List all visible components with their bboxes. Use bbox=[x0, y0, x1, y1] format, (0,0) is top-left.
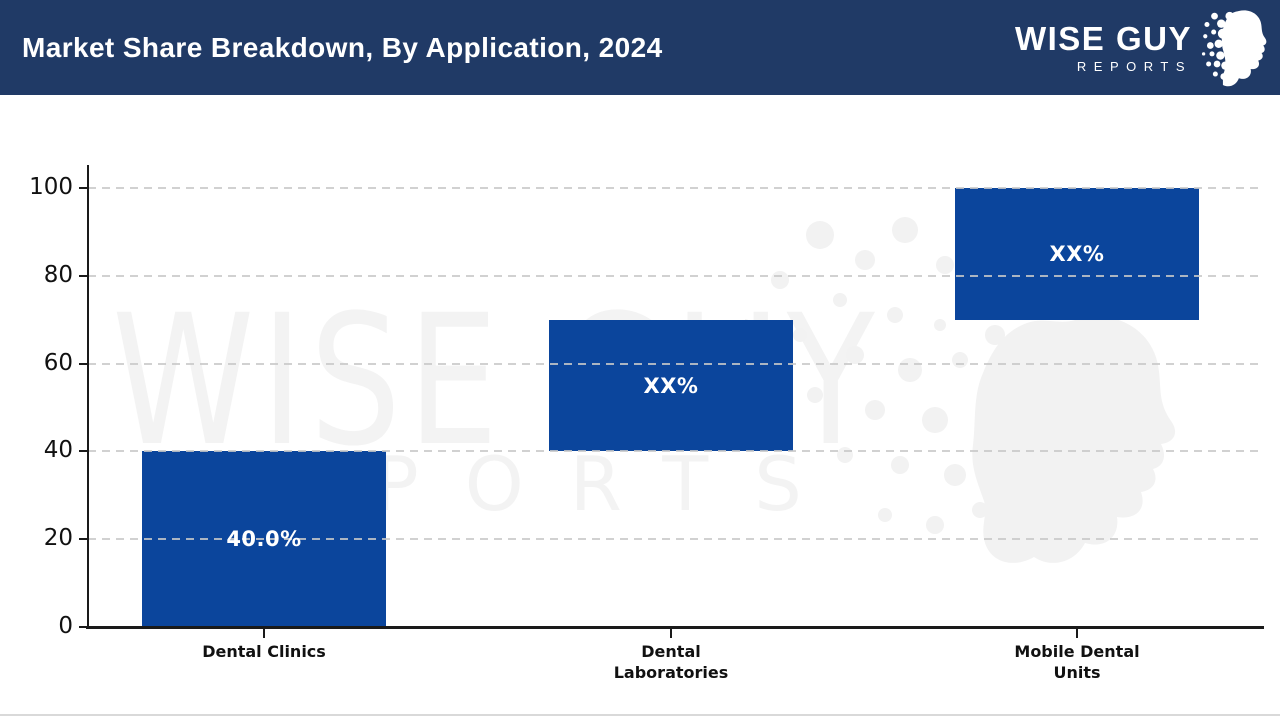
category-label: Dental Clinics bbox=[202, 642, 326, 661]
gridline bbox=[88, 450, 1262, 453]
y-tick-mark bbox=[79, 538, 88, 541]
bar-value-label: 40.0% bbox=[226, 527, 302, 552]
x-tick-mark bbox=[1076, 629, 1078, 638]
y-axis-line bbox=[87, 165, 89, 628]
y-tick-mark bbox=[79, 626, 88, 628]
x-tick-mark bbox=[263, 629, 265, 638]
y-tick-label: 60 bbox=[43, 349, 73, 376]
y-tick-label: 40 bbox=[43, 437, 73, 464]
bar-value-label: XX% bbox=[1049, 241, 1105, 266]
y-tick-mark bbox=[79, 450, 88, 453]
bar bbox=[955, 188, 1199, 320]
bar-value-label: XX% bbox=[643, 373, 699, 398]
gridline bbox=[88, 274, 1262, 277]
y-tick-label: 80 bbox=[43, 261, 73, 288]
page-title: Market Share Breakdown, By Application, … bbox=[22, 31, 663, 63]
brand-name: WISE GUY bbox=[1014, 19, 1192, 57]
gridline bbox=[88, 362, 1262, 365]
brand-subname: REPORTS bbox=[1076, 58, 1192, 74]
gridline bbox=[88, 187, 1262, 189]
y-tick-label: 0 bbox=[58, 612, 73, 639]
y-tick-mark bbox=[79, 274, 88, 277]
header-bar: Market Share Breakdown, By Application, … bbox=[0, 0, 1280, 95]
brand-logo: WISE GUY REPORTS bbox=[1015, 6, 1280, 90]
y-tick-mark bbox=[79, 362, 88, 365]
gridline bbox=[88, 538, 1262, 541]
brand-logo-text: WISE GUY REPORTS bbox=[1015, 22, 1192, 74]
category-label: Mobile Dental Units bbox=[1014, 642, 1140, 682]
y-tick-label: 20 bbox=[43, 525, 73, 552]
dotted-head-profile-icon bbox=[1201, 9, 1267, 86]
y-tick-mark bbox=[79, 187, 88, 189]
watermark-head-profile-icon bbox=[745, 217, 1176, 563]
bar bbox=[549, 319, 793, 452]
category-label: Dental Laboratories bbox=[613, 642, 729, 682]
y-tick-label: 100 bbox=[29, 173, 73, 200]
bottom-divider bbox=[0, 714, 1280, 716]
x-axis-line bbox=[86, 626, 1264, 629]
x-tick-mark bbox=[670, 629, 672, 638]
